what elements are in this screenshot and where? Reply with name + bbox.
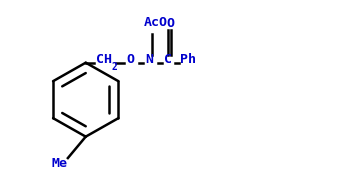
Text: O: O [166, 17, 174, 30]
Text: N: N [145, 53, 153, 66]
Text: 2: 2 [111, 62, 117, 72]
Text: Me: Me [52, 157, 68, 170]
Text: O: O [126, 53, 134, 66]
Text: C: C [164, 53, 172, 66]
Text: CH: CH [95, 53, 112, 66]
Text: AcO: AcO [144, 16, 168, 29]
Text: Ph: Ph [180, 53, 196, 66]
